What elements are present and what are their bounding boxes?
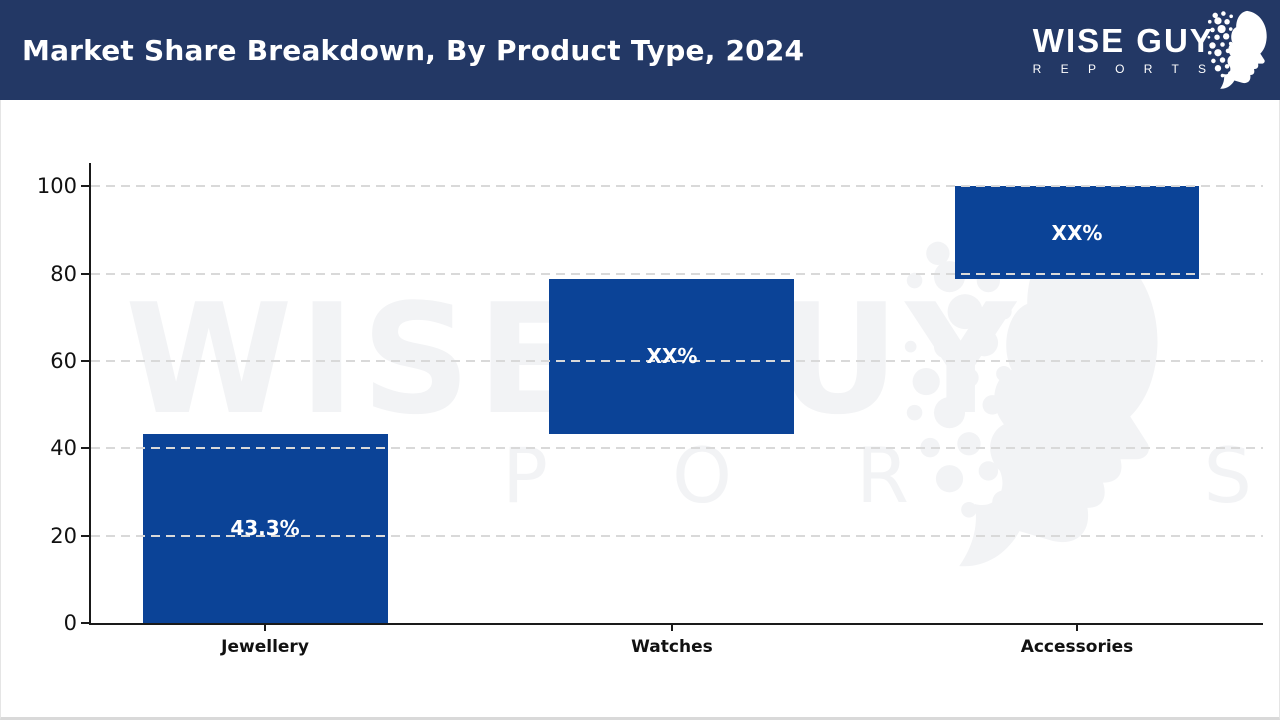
page-title: Market Share Breakdown, By Product Type,… bbox=[22, 33, 805, 67]
gridline-y80 bbox=[91, 272, 1263, 275]
gridline-y100 bbox=[91, 185, 1263, 188]
y-tick-60 bbox=[81, 360, 89, 363]
y-tick-label-20: 20 bbox=[50, 523, 77, 548]
y-tick-label-0: 0 bbox=[63, 611, 77, 635]
bar-watches bbox=[549, 279, 795, 434]
gridline-y60 bbox=[91, 360, 1263, 363]
bar-value-label-watches: XX% bbox=[646, 344, 698, 369]
y-tick-label-100: 100 bbox=[36, 174, 77, 199]
brand-logo: WISE GUY R E P O R T S bbox=[1033, 9, 1280, 91]
y-tick-40 bbox=[81, 447, 89, 450]
bar-jewellery bbox=[142, 433, 388, 623]
y-tick-label-40: 40 bbox=[50, 436, 77, 461]
bar-value-label-accessories: XX% bbox=[1051, 220, 1103, 245]
y-tick-0 bbox=[81, 622, 89, 624]
x-tick-accessories bbox=[1076, 623, 1078, 631]
chart-canvas: WISE GUY R E P O R T S 02040608010043.3%… bbox=[0, 100, 1280, 720]
gridline-y40 bbox=[91, 447, 1263, 450]
y-tick-label-80: 80 bbox=[50, 261, 77, 286]
y-tick-label-60: 60 bbox=[50, 349, 77, 374]
x-tick-jewellery bbox=[264, 623, 267, 631]
bar-accessories bbox=[954, 186, 1200, 279]
category-label-jewellery: Jewellery bbox=[221, 637, 309, 657]
x-tick-watches bbox=[670, 623, 673, 631]
y-axis-line bbox=[89, 163, 91, 625]
category-label-accessories: Accessories bbox=[1020, 637, 1134, 657]
y-tick-80 bbox=[81, 272, 89, 275]
brand-face-icon bbox=[1207, 10, 1267, 89]
plot-area: 0 20 40 60 80 100 43.3% Jewellery XX% Watches XX% A… bbox=[37, 163, 1263, 657]
bar-value-label-jewellery: 43.3% bbox=[230, 516, 300, 541]
header-bar: Market Share Breakdown, By Product Type,… bbox=[0, 0, 1280, 100]
y-tick-100 bbox=[81, 185, 89, 188]
brand-subtitle: R E P O R T S bbox=[1032, 62, 1214, 76]
brand-name: WISE GUY bbox=[1032, 22, 1214, 59]
gridline-y20 bbox=[91, 534, 1263, 537]
x-axis-line bbox=[89, 623, 1263, 625]
brand-logo-text: WISE GUY R E P O R T S bbox=[1033, 24, 1214, 76]
category-label-watches: Watches bbox=[631, 637, 713, 657]
y-tick-20 bbox=[81, 534, 89, 537]
